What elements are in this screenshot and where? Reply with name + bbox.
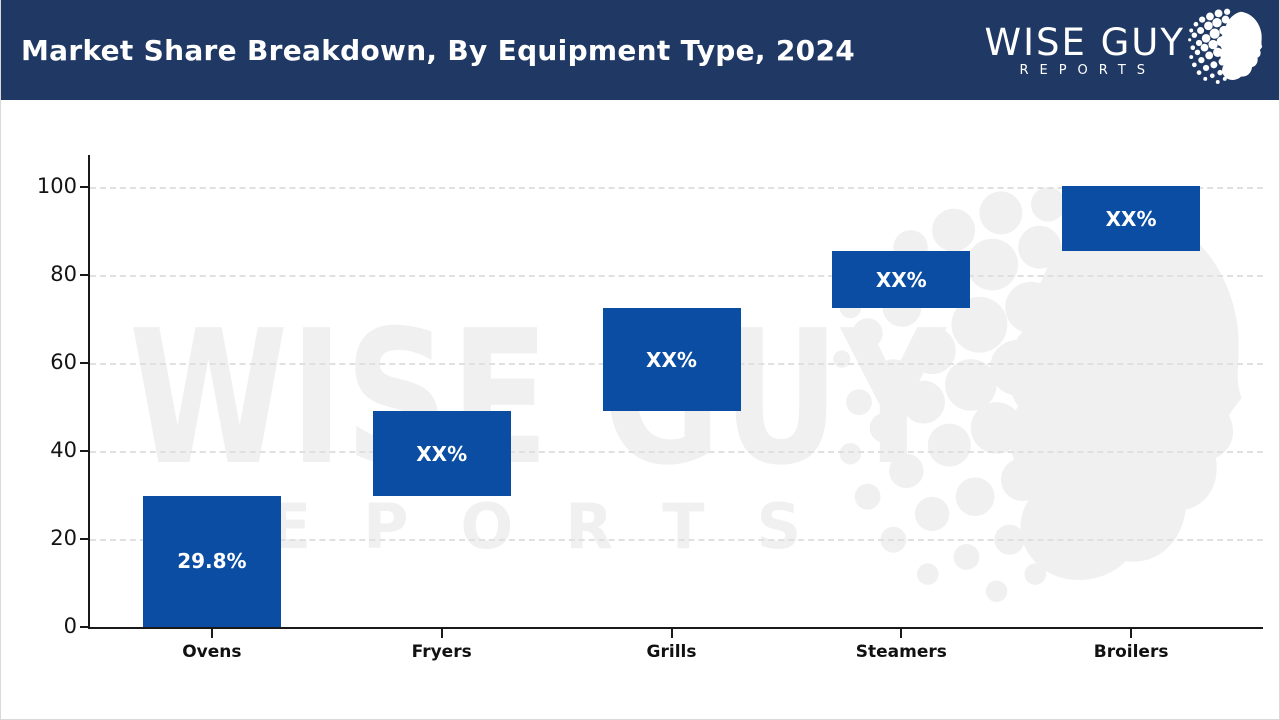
x-tick-fryers	[440, 629, 443, 638]
x-tick-grills	[670, 629, 673, 638]
x-tick-steamers	[900, 629, 903, 638]
bar-fryers: XX%	[372, 411, 511, 496]
y-tick-40	[80, 450, 88, 452]
y-tick-60	[80, 362, 88, 364]
gridline-40	[90, 451, 1263, 453]
bar-steamers: XX%	[832, 251, 971, 308]
header-bar: Market Share Breakdown, By Equipment Typ…	[1, 0, 1279, 100]
y-tick-100	[80, 186, 88, 188]
y-tick-80	[80, 274, 88, 276]
bar-broilers: XX%	[1062, 186, 1201, 252]
bar-value-label-broilers: XX%	[1105, 206, 1157, 231]
wiseguy-head-icon	[1188, 8, 1263, 84]
y-tick-label-100: 100	[36, 174, 77, 198]
y-axis-line	[88, 155, 90, 629]
bar-value-label-fryers: XX%	[416, 441, 468, 466]
wiseguy-logo: WISE GUY REPORTS	[985, 7, 1263, 93]
bar-value-label-grills: XX%	[646, 347, 697, 372]
watermark-brand-text: WISE GUY	[129, 290, 948, 506]
x-tick-label-steamers: Steamers	[855, 642, 947, 662]
bar-value-label-ovens: 29.8%	[177, 549, 247, 574]
x-tick-label-broilers: Broilers	[1093, 642, 1169, 662]
x-tick-label-grills: Grills	[646, 642, 697, 662]
bar-value-label-steamers: XX%	[875, 267, 927, 292]
y-tick-label-40: 40	[50, 438, 77, 462]
y-tick-label-80: 80	[50, 262, 77, 286]
x-tick-label-fryers: Fryers	[411, 642, 472, 662]
y-tick-0	[80, 626, 88, 628]
x-axis-line	[88, 627, 1263, 629]
x-tick-label-ovens: Ovens	[182, 642, 242, 662]
y-tick-label-60: 60	[50, 350, 77, 374]
y-tick-label-0: 0	[63, 614, 77, 638]
gridline-100	[90, 187, 1263, 189]
gridline-80	[90, 275, 1263, 277]
x-tick-broilers	[1130, 629, 1133, 638]
gridline-20	[90, 539, 1263, 541]
x-tick-ovens	[210, 629, 213, 638]
logo-sub-text: REPORTS	[1019, 62, 1157, 78]
chart-area: WISE GUY REPORTS 0 20 40 60 80 100 29.8% Ovens X…	[1, 100, 1279, 719]
logo-wordmark: WISE GUY REPORTS	[985, 24, 1185, 77]
y-tick-20	[80, 538, 88, 540]
bar-ovens: 29.8%	[142, 495, 281, 627]
page-title: Market Share Breakdown, By Equipment Typ…	[21, 33, 856, 67]
bar-grills: XX%	[602, 308, 741, 412]
logo-brand-text: WISE GUY	[984, 20, 1185, 64]
y-tick-label-20: 20	[50, 526, 77, 550]
